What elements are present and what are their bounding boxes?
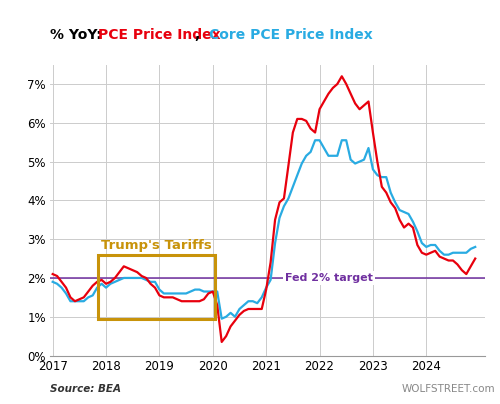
Text: Source: BEA: Source: BEA xyxy=(50,384,121,394)
Text: Core PCE Price Index: Core PCE Price Index xyxy=(208,28,372,42)
Text: ,: , xyxy=(195,28,205,42)
Text: WOLFSTREET.com: WOLFSTREET.com xyxy=(402,384,495,394)
Text: PCE Price Index: PCE Price Index xyxy=(98,28,220,42)
Text: Trump's Tariffs: Trump's Tariffs xyxy=(100,239,212,252)
Text: Fed 2% target: Fed 2% target xyxy=(285,273,372,283)
Text: % YoY:: % YoY: xyxy=(50,28,106,42)
Bar xyxy=(98,255,216,319)
